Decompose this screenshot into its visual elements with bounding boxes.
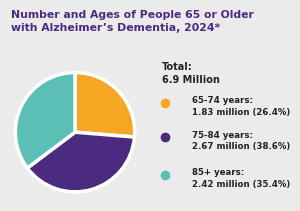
Text: 75-84 years:
2.67 million (38.6%): 75-84 years: 2.67 million (38.6%): [192, 131, 290, 151]
Text: 65-74 years:
1.83 million (26.4%): 65-74 years: 1.83 million (26.4%): [192, 96, 290, 117]
Wedge shape: [75, 73, 135, 137]
Wedge shape: [27, 132, 134, 192]
Wedge shape: [15, 73, 75, 168]
Text: 85+ years:
2.42 million (35.4%): 85+ years: 2.42 million (35.4%): [192, 168, 290, 189]
Text: Number and Ages of People 65 or Older
with Alzheimer’s Dementia, 2024*: Number and Ages of People 65 or Older wi…: [11, 10, 253, 33]
Text: Total:
6.9 Million: Total: 6.9 Million: [162, 62, 220, 85]
